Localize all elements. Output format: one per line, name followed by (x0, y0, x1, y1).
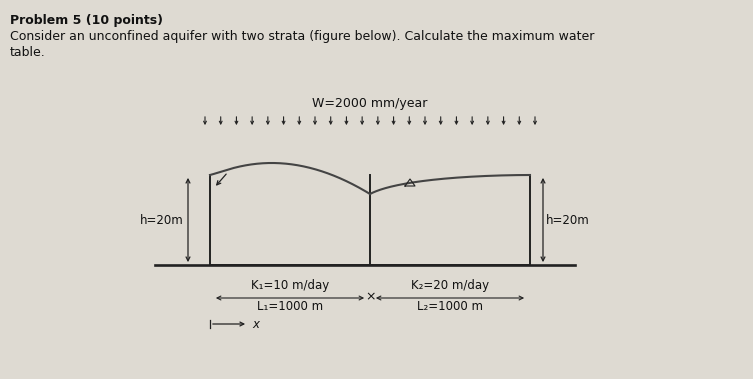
Text: K₁=10 m/day: K₁=10 m/day (251, 279, 329, 292)
Text: $\times$: $\times$ (364, 290, 376, 304)
Text: W=2000 mm/year: W=2000 mm/year (312, 97, 428, 111)
Text: K₂=20 m/day: K₂=20 m/day (411, 279, 489, 292)
Text: h=20m: h=20m (546, 213, 590, 227)
Text: table.: table. (10, 46, 46, 59)
Text: Consider an unconfined aquifer with two strata (figure below). Calculate the max: Consider an unconfined aquifer with two … (10, 30, 594, 43)
Text: x: x (252, 318, 259, 330)
Text: h=20m: h=20m (140, 213, 184, 227)
Text: Problem 5 (10 points): Problem 5 (10 points) (10, 14, 163, 27)
Text: L₁=1000 m: L₁=1000 m (257, 300, 323, 313)
Text: L₂=1000 m: L₂=1000 m (417, 300, 483, 313)
